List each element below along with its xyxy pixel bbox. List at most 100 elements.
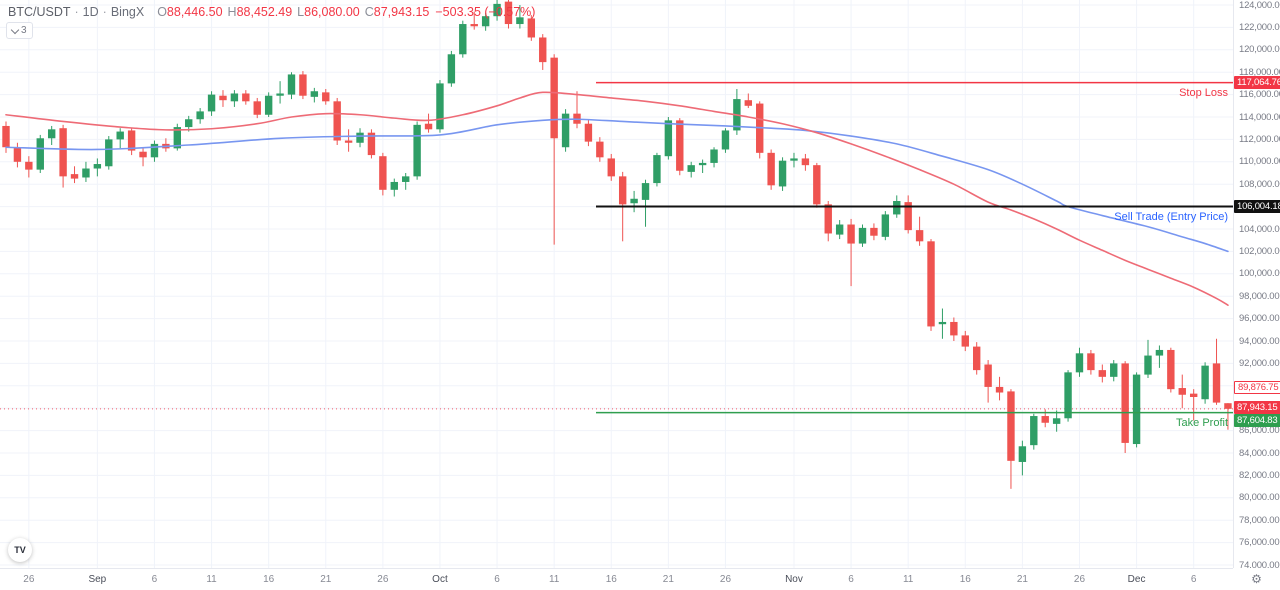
candle-body [447, 54, 456, 84]
candle-body [1132, 374, 1141, 445]
time-tick-label: 11 [548, 574, 560, 585]
candle-body [1064, 372, 1072, 419]
candle-body [767, 152, 775, 186]
candle-body [835, 224, 844, 235]
candle-body [139, 151, 147, 158]
candle-body [676, 120, 684, 171]
time-tick-label: 21 [1016, 574, 1028, 585]
candle-body [938, 321, 947, 325]
candle-body [1075, 353, 1084, 373]
interval-label[interactable]: 1D [82, 5, 99, 19]
open-label: O [157, 5, 167, 19]
candle-body [253, 101, 261, 115]
candle-body [116, 131, 124, 140]
candle-body [653, 155, 661, 184]
price-tick-label: 96,000.00 [1239, 313, 1280, 325]
time-tick-label: 11 [206, 574, 217, 585]
candle-body [59, 128, 67, 177]
legend-separator: · [102, 5, 107, 19]
low-value: 86,080.00 [304, 5, 360, 19]
candle-body [185, 119, 193, 128]
candle-body [527, 18, 536, 38]
outlined-price-badge: 89,876.75 [1234, 381, 1280, 395]
candle-body [1018, 446, 1027, 462]
price-tick-label: 118,000.00 [1239, 66, 1280, 78]
price-tick-label: 80,000.00 [1239, 492, 1280, 504]
change-value: −503.35 (−0.57%) [435, 5, 536, 19]
time-tick-label: 6 [494, 574, 500, 585]
candle-body [13, 147, 22, 162]
time-tick-label: Dec [1127, 574, 1146, 585]
tradingview-logo[interactable]: TV [8, 538, 32, 562]
entry-price-label[interactable]: Sell Trade (Entry Price) [1114, 210, 1228, 223]
candle-body [641, 183, 650, 200]
candle-body [436, 83, 444, 130]
legend-separator: · [74, 5, 79, 19]
candle-body [1144, 355, 1152, 375]
price-tick-label: 110,000.00 [1239, 156, 1280, 168]
candle-body [1098, 370, 1107, 377]
candle-body [93, 164, 102, 169]
time-tick-label: 16 [263, 574, 275, 585]
time-tick-label: 6 [848, 574, 854, 585]
candle-body [801, 158, 810, 166]
candle-body [721, 130, 730, 150]
exchange-label[interactable]: BingX [110, 5, 145, 19]
gear-icon[interactable]: ⚙ [1251, 572, 1262, 586]
candle-body [379, 156, 387, 190]
price-tick-label: 104,000.00 [1239, 223, 1280, 235]
candle-body [790, 158, 798, 161]
candle-body [1110, 363, 1118, 377]
candle-body [367, 132, 376, 156]
take-profit-label[interactable]: Take Profit [1176, 416, 1228, 429]
object-tree-collapse-button[interactable]: 3 [6, 22, 33, 39]
candle-body [242, 93, 250, 102]
price-tick-label: 86,000.00 [1239, 425, 1280, 437]
time-tick-label: 26 [719, 574, 732, 585]
candle-body [173, 127, 181, 149]
candle-body [778, 160, 787, 187]
candle-body [150, 143, 159, 158]
time-tick-label: Oct [432, 574, 448, 585]
candle-body [1224, 403, 1232, 409]
stop-loss-label[interactable]: Stop Loss [1179, 86, 1228, 99]
price-tick-label: 76,000.00 [1239, 537, 1280, 549]
price-tick-label: 74,000.00 [1239, 559, 1280, 571]
candle-body [264, 95, 273, 115]
candle-body [881, 214, 890, 237]
candle-body [493, 3, 501, 17]
candle-body [82, 168, 90, 178]
candle-body [1201, 365, 1209, 400]
candle-body [1212, 363, 1221, 403]
candle-body [950, 321, 958, 336]
last-price-badge: 87,943.15 [1234, 401, 1280, 415]
price-tick-label: 112,000.00 [1239, 133, 1280, 145]
high-value: 88,452.49 [236, 5, 293, 19]
price-axis[interactable]: 124,000.00 122,000.00 120,000.00 118,000.00… [1233, 0, 1280, 571]
candle-body [984, 364, 992, 387]
price-tick-label: 82,000.00 [1239, 469, 1280, 481]
price-tick-label: 122,000.00 [1239, 21, 1280, 33]
chevron-down-icon [10, 25, 20, 34]
candle-body [995, 386, 1004, 393]
candle-body [618, 176, 627, 205]
candle-body [36, 138, 44, 170]
close-value: 87,943.15 [373, 5, 430, 19]
candle-body [356, 132, 364, 143]
ma-blue-line [5, 118, 1229, 253]
chart-canvas[interactable] [0, 0, 1233, 568]
time-tick-label: 21 [662, 574, 674, 585]
candle-body [584, 123, 593, 142]
candle-body [299, 74, 307, 96]
symbol-name[interactable]: BTC/USDT [8, 5, 71, 19]
candle-body [561, 113, 570, 148]
candle-body [893, 201, 901, 215]
ohlc-values: O88,446.50 H88,452.49 L86,080.00 C87,943.15… [152, 5, 535, 19]
entry-price-badge: 106,004.18 [1234, 200, 1280, 214]
candle-body [607, 158, 615, 177]
time-axis[interactable]: 26 Sep 6 11 16 21 26 Oct 6 11 16 21 26 Nov 6 11 16 21 26 De… [0, 568, 1280, 590]
time-tick-label: 21 [320, 574, 332, 585]
time-tick-label: 26 [1073, 574, 1086, 585]
candle-body [459, 24, 467, 55]
axis-settings-corner: ⚙ [1233, 568, 1280, 590]
